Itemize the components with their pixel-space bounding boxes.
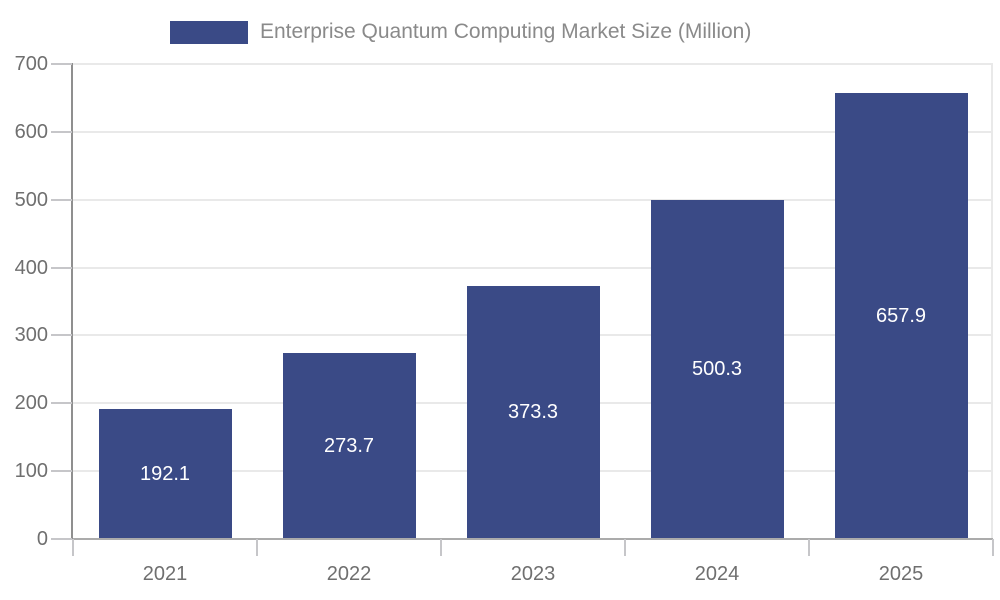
y-axis-tick-label: 0 <box>36 528 48 550</box>
y-tick-300 <box>51 334 72 337</box>
y-tick-200 <box>51 402 72 405</box>
y-axis-tick-label: 200 <box>14 392 48 415</box>
legend-swatch-icon <box>170 20 248 44</box>
bar-value-label: 273.7 <box>323 435 375 458</box>
x-tick-2 <box>440 539 442 556</box>
bar-value-label: 192.1 <box>139 462 191 485</box>
y-tick-700 <box>51 63 72 65</box>
x-axis-tick-label-2023: 2023 <box>510 563 556 585</box>
legend-label: Enterprise Quantum Computing Market Size… <box>260 20 752 43</box>
x-tick-3 <box>624 539 626 556</box>
bar-value-label: 500.3 <box>691 358 743 381</box>
bar-2023[interactable]: 373.3 <box>466 285 600 539</box>
y-tick-100 <box>51 470 72 473</box>
gridline-y-400 <box>73 266 993 269</box>
gridline-y-500 <box>73 198 993 201</box>
bar-2021[interactable]: 192.1 <box>98 408 232 539</box>
x-tick-5 <box>992 539 994 556</box>
y-tick-400 <box>51 266 72 269</box>
y-tick-600 <box>51 130 72 133</box>
bar-value-label: 373.3 <box>507 401 559 424</box>
y-tick-500 <box>51 198 72 201</box>
y-axis-tick-label: 700 <box>14 53 48 75</box>
x-axis-tick-label-2024: 2024 <box>694 563 740 585</box>
bar-2024[interactable]: 500.3 <box>650 199 784 539</box>
plot-area: 192.1 273.7 373.3 500.3 657.9 <box>73 63 993 539</box>
x-axis-tick-label-2021: 2021 <box>142 563 188 585</box>
bar-value-label: 657.9 <box>875 304 927 327</box>
y-axis-tick-label: 600 <box>14 120 48 143</box>
x-tick-1 <box>256 539 258 556</box>
bar-2025[interactable]: 657.9 <box>834 92 968 539</box>
x-axis-line <box>73 538 993 540</box>
y-axis-tick-label: 100 <box>14 460 48 483</box>
x-axis-tick-label-2025: 2025 <box>878 563 924 585</box>
y-axis-tick-label: 400 <box>14 256 48 279</box>
gridline-y-700 <box>73 63 993 65</box>
y-axis-line <box>71 63 73 540</box>
y-tick-0 <box>51 538 72 540</box>
bar-2022[interactable]: 273.7 <box>282 353 416 539</box>
x-tick-0 <box>72 539 74 556</box>
y-axis-tick-label: 500 <box>14 188 48 211</box>
gridline-y-600 <box>73 130 993 133</box>
x-axis-tick-label-2022: 2022 <box>326 563 372 585</box>
chart-legend[interactable]: Enterprise Quantum Computing Market Size… <box>170 20 751 44</box>
plot-right-border <box>991 64 993 539</box>
x-tick-4 <box>808 539 810 556</box>
y-axis-tick-label: 300 <box>14 324 48 347</box>
